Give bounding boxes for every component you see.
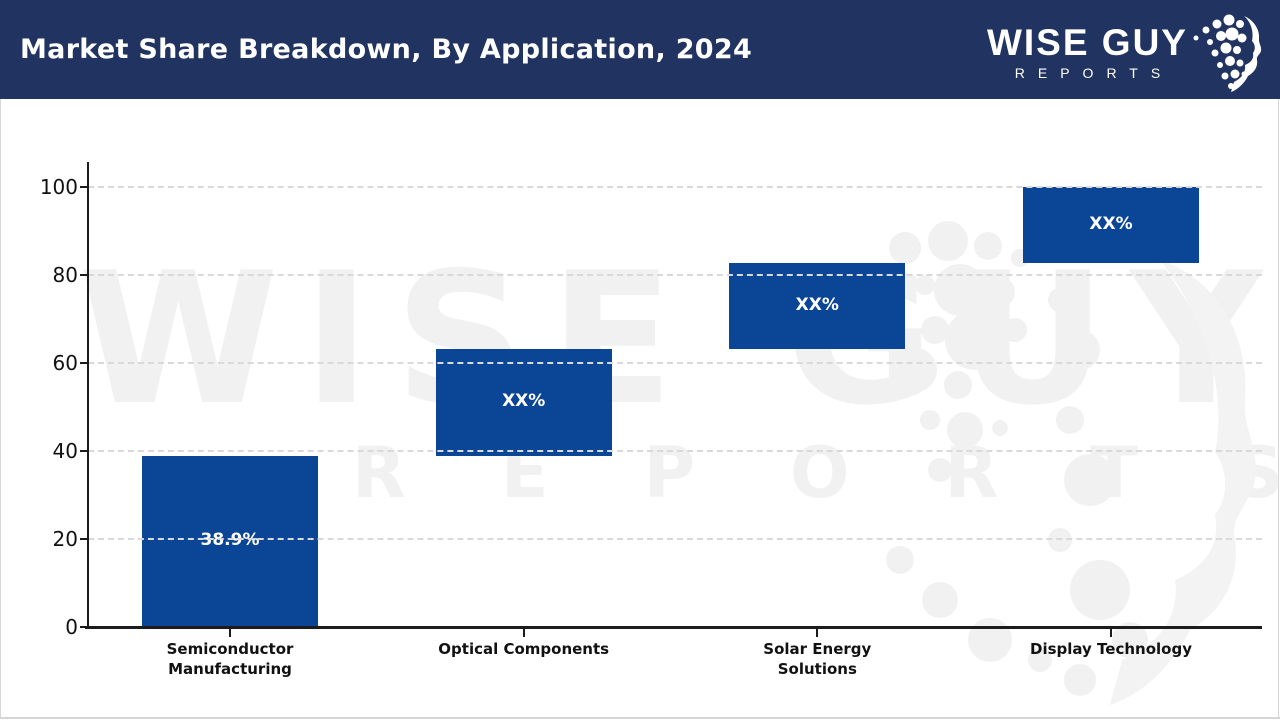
x-axis-tick-mark [816, 629, 819, 637]
category-label: Display Technology [1030, 640, 1192, 658]
bar-value-label: XX% [502, 391, 546, 412]
y-axis-tick-label: 100 [39, 175, 78, 199]
y-axis-tick-label: 20 [52, 527, 78, 551]
category-label: Solar Energy Solutions [763, 640, 872, 678]
bar-segment: 38.9% [142, 455, 318, 627]
logo-text: WISE GUY REPORTS [987, 22, 1188, 81]
logo-subtitle: REPORTS [1014, 64, 1174, 81]
gridline [88, 186, 1262, 188]
y-axis-tick-label: 40 [52, 439, 78, 463]
logo-wordmark: WISE GUY [986, 21, 1188, 63]
x-axis-line [85, 626, 1262, 629]
page-title: Market Share Breakdown, By Application, … [20, 34, 753, 65]
category-label: Optical Components [438, 640, 610, 658]
y-axis-line [87, 162, 89, 629]
page-border-left [0, 99, 1, 719]
gridline [88, 362, 1262, 364]
logo-head-icon [1193, 14, 1262, 92]
bar-value-label: 38.9% [200, 530, 260, 551]
bar-value-label: XX% [795, 295, 839, 315]
wise-guy-logo: WISE GUY REPORTS [987, 8, 1266, 94]
y-axis-tick-mark [80, 274, 88, 276]
y-axis-tick-label: 0 [65, 615, 78, 639]
y-axis-tick-mark [80, 186, 88, 188]
x-axis-tick-mark [1110, 629, 1112, 637]
gridline [88, 538, 1262, 540]
y-axis-tick-label: 80 [52, 263, 78, 287]
y-axis-tick-mark [80, 538, 88, 540]
y-axis-tick-label: 60 [52, 351, 78, 375]
y-axis-tick-mark [80, 626, 88, 628]
bar-segment: XX% [435, 348, 612, 456]
gridline [88, 274, 1262, 276]
x-axis-tick-mark [522, 629, 525, 637]
y-axis-tick-mark [80, 362, 88, 364]
page-border-bottom [0, 717, 1280, 719]
y-axis-tick-mark [80, 450, 88, 452]
bar-value-label: XX% [1089, 214, 1133, 235]
x-axis-tick-mark [229, 629, 231, 637]
bar-segment: XX% [1023, 187, 1199, 264]
category-label: Semiconductor Manufacturing [166, 640, 294, 678]
bar-segment: XX% [729, 263, 906, 349]
gridline [88, 450, 1262, 452]
page-border-right [1278, 99, 1279, 719]
header-band: Market Share Breakdown, By Application, … [0, 0, 1280, 99]
